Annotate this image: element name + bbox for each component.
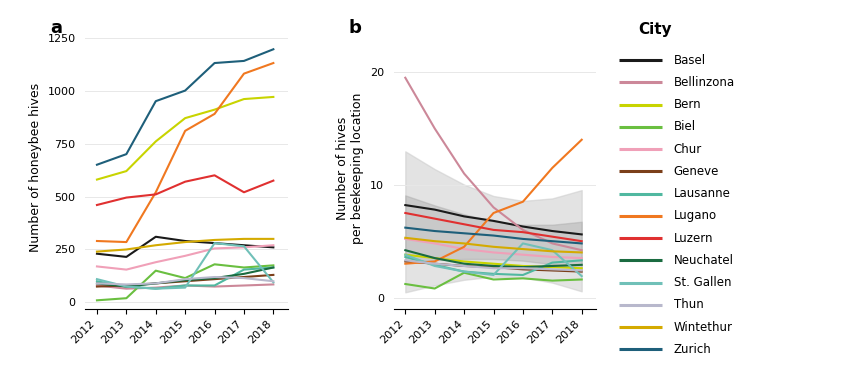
Text: Thun: Thun [674, 298, 704, 312]
Text: Biel: Biel [674, 120, 696, 133]
Y-axis label: Number of honeybee hives: Number of honeybee hives [29, 83, 42, 252]
Text: St. Gallen: St. Gallen [674, 276, 731, 289]
Text: Chur: Chur [674, 142, 702, 156]
Text: Geneve: Geneve [674, 165, 719, 178]
Text: a: a [51, 19, 63, 37]
Text: Neuchatel: Neuchatel [674, 254, 734, 267]
Text: b: b [349, 19, 362, 37]
Text: Lausanne: Lausanne [674, 187, 730, 200]
Text: Basel: Basel [674, 54, 705, 66]
Text: Lugano: Lugano [674, 209, 717, 222]
Text: Bellinzona: Bellinzona [674, 76, 734, 89]
Text: Bern: Bern [674, 98, 701, 111]
Y-axis label: Number of hives
per beekeeping location: Number of hives per beekeeping location [337, 92, 364, 244]
Text: City: City [638, 22, 671, 37]
Text: Wintethur: Wintethur [674, 321, 733, 334]
Text: Zurich: Zurich [674, 343, 711, 356]
Text: Luzern: Luzern [674, 232, 713, 245]
